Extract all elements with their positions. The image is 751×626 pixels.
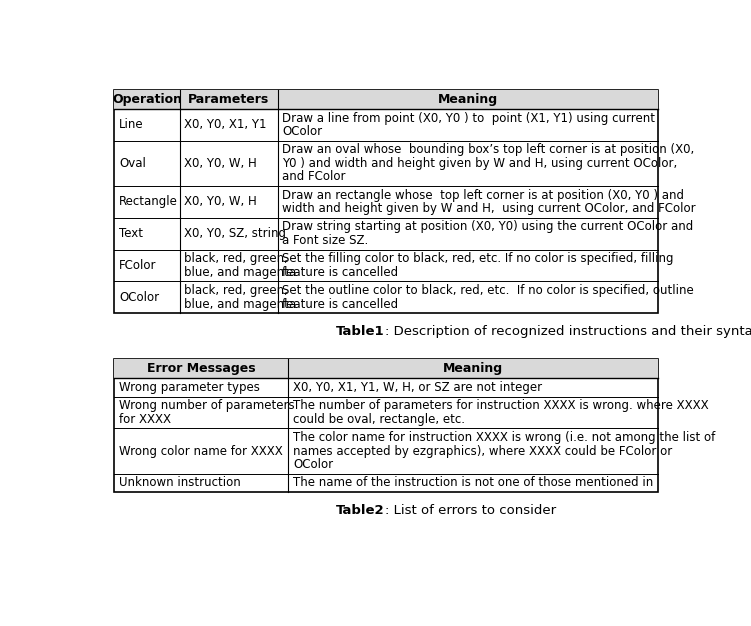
Text: Table1: Table1 [336,326,385,338]
Text: Set the filling color to black, red, etc. If no color is specified, filling: Set the filling color to black, red, etc… [282,252,674,265]
Text: Text: Text [119,227,143,240]
Text: for XXXX: for XXXX [119,413,171,426]
Text: a Font size SZ.: a Font size SZ. [282,234,369,247]
Text: X0, Y0, X1, Y1, W, H, or SZ are not integer: X0, Y0, X1, Y1, W, H, or SZ are not inte… [293,381,542,394]
Text: and FColor: and FColor [282,170,345,183]
Text: Operation: Operation [112,93,182,106]
Bar [114,90,659,109]
Text: names accepted by ezgraphics), where XXXX could be FColor or: names accepted by ezgraphics), where XXX… [293,444,672,458]
Text: X0, Y0, X1, Y1: X0, Y0, X1, Y1 [184,118,267,131]
Text: The name of the instruction is not one of those mentioned in: The name of the instruction is not one o… [293,476,657,490]
Text: : Description of recognized instructions and their syntax: : Description of recognized instructions… [385,326,751,338]
Text: Set the outline color to black, red, etc.  If no color is specified, outline: Set the outline color to black, red, etc… [282,284,694,297]
Text: X0, Y0, W, H: X0, Y0, W, H [184,195,257,208]
Text: width and height given by W and H,  using current OColor, and FColor: width and height given by W and H, using… [282,202,695,215]
Text: Error Messages: Error Messages [147,362,255,375]
Bar [114,359,659,378]
Text: : List of errors to consider: : List of errors to consider [385,504,556,517]
Text: Rectangle: Rectangle [119,195,178,208]
Text: Table2: Table2 [336,504,385,517]
Text: Draw string starting at position (X0, Y0) using the current OColor and: Draw string starting at position (X0, Y0… [282,220,693,233]
Text: Line: Line [119,118,143,131]
Text: OColor: OColor [293,458,333,471]
Text: OColor: OColor [282,125,322,138]
Text: Y0 ) and width and height given by W and H, using current OColor,: Y0 ) and width and height given by W and… [282,157,677,170]
Text: Meaning: Meaning [443,362,503,375]
Text: Parameters: Parameters [188,93,269,106]
Text: Meaning: Meaning [438,93,498,106]
Text: Wrong number of parameters: Wrong number of parameters [119,399,294,413]
Text: X0, Y0, SZ, string: X0, Y0, SZ, string [184,227,286,240]
Text: feature is cancelled: feature is cancelled [282,266,398,279]
Text: Draw an oval whose  bounding box’s top left corner is at position (X0,: Draw an oval whose bounding box’s top le… [282,143,695,156]
Text: FColor: FColor [119,259,156,272]
Text: Wrong color name for XXXX: Wrong color name for XXXX [119,444,282,458]
Text: black, red, green,: black, red, green, [184,284,288,297]
Text: black, red, green,: black, red, green, [184,252,288,265]
Text: Oval: Oval [119,157,146,170]
Text: feature is cancelled: feature is cancelled [282,297,398,310]
Text: OColor: OColor [119,291,159,304]
Text: The number of parameters for instruction XXXX is wrong. where XXXX: The number of parameters for instruction… [293,399,709,413]
Bar [114,90,659,313]
Text: could be oval, rectangle, etc.: could be oval, rectangle, etc. [293,413,465,426]
Bar [114,359,659,492]
Text: X0, Y0, W, H: X0, Y0, W, H [184,157,257,170]
Text: Draw an rectangle whose  top left corner is at position (X0, Y0 ) and: Draw an rectangle whose top left corner … [282,188,684,202]
Text: blue, and magenta: blue, and magenta [184,266,297,279]
Text: Unknown instruction: Unknown instruction [119,476,240,490]
Text: Wrong parameter types: Wrong parameter types [119,381,260,394]
Text: Draw a line from point (X0, Y0 ) to  point (X1, Y1) using current: Draw a line from point (X0, Y0 ) to poin… [282,111,655,125]
Text: The color name for instruction XXXX is wrong (i.e. not among the list of: The color name for instruction XXXX is w… [293,431,715,444]
Text: blue, and magenta: blue, and magenta [184,297,297,310]
